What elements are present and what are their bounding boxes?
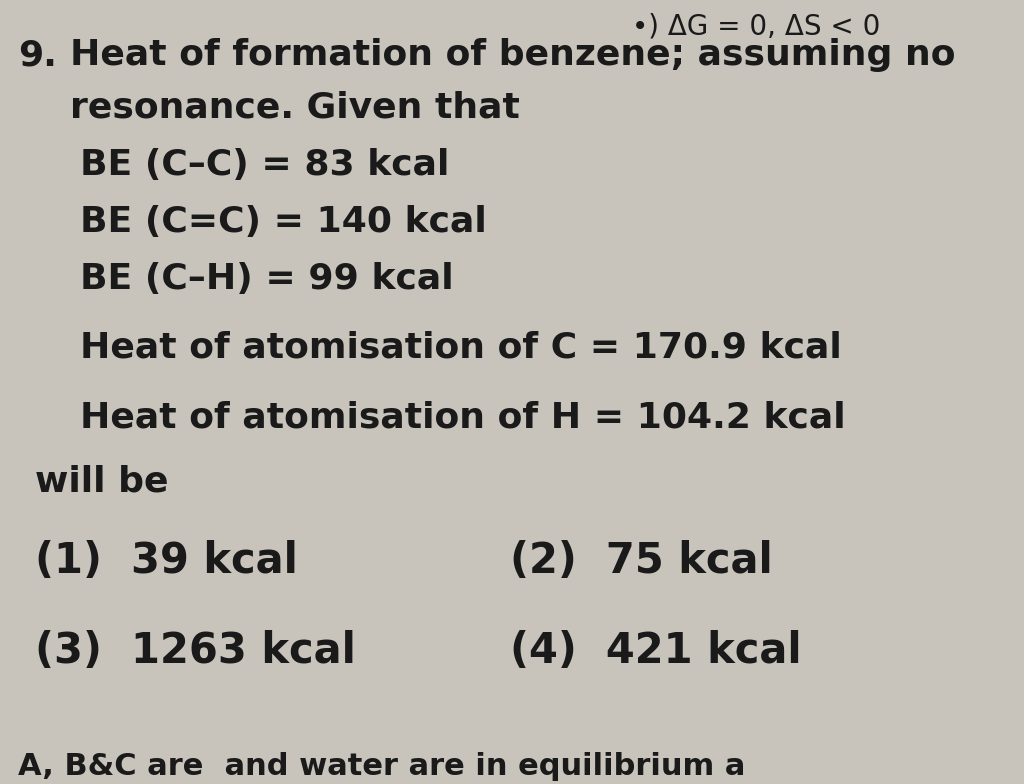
Text: 9.: 9.: [18, 38, 57, 72]
Text: Heat of formation of benzene; assuming no: Heat of formation of benzene; assuming n…: [70, 38, 955, 72]
Text: BE (C–H) = 99 kcal: BE (C–H) = 99 kcal: [80, 262, 454, 296]
Text: A, B&C are  and water are in equilibrium a: A, B&C are and water are in equilibrium …: [18, 752, 745, 781]
Text: will be: will be: [35, 465, 169, 499]
Text: (3)  1263 kcal: (3) 1263 kcal: [35, 630, 356, 672]
Text: (1)  39 kcal: (1) 39 kcal: [35, 540, 298, 582]
Text: Heat of atomisation of H = 104.2 kcal: Heat of atomisation of H = 104.2 kcal: [80, 400, 846, 434]
Text: (2)  75 kcal: (2) 75 kcal: [510, 540, 773, 582]
Text: •) ΔG = 0, ΔS < 0: •) ΔG = 0, ΔS < 0: [632, 12, 880, 40]
Text: resonance. Given that: resonance. Given that: [70, 90, 520, 124]
Text: (4)  421 kcal: (4) 421 kcal: [510, 630, 802, 672]
Text: BE (C=C) = 140 kcal: BE (C=C) = 140 kcal: [80, 205, 486, 239]
Text: Heat of atomisation of C = 170.9 kcal: Heat of atomisation of C = 170.9 kcal: [80, 330, 842, 364]
Text: BE (C–C) = 83 kcal: BE (C–C) = 83 kcal: [80, 148, 450, 182]
